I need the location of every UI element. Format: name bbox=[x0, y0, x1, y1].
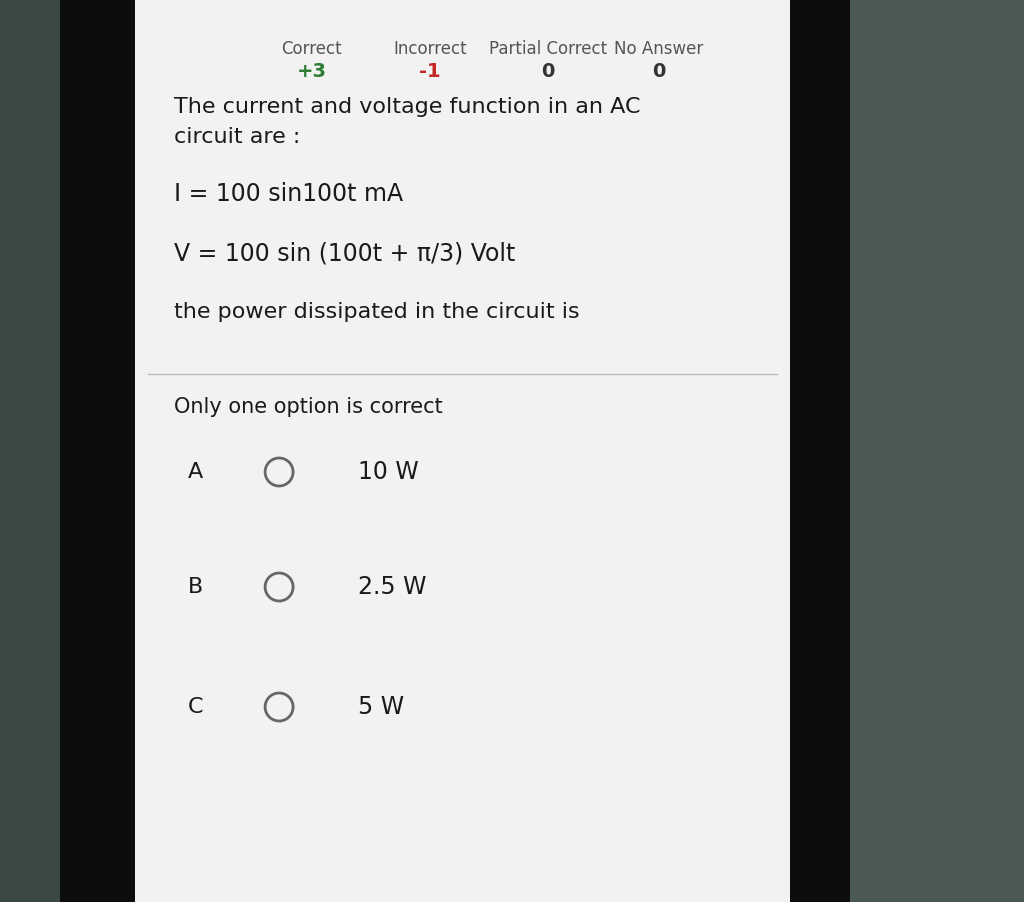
Bar bbox=[135, 0, 790, 902]
Text: 10 W: 10 W bbox=[357, 460, 419, 484]
Bar bbox=[790, 0, 850, 902]
Text: circuit are :: circuit are : bbox=[174, 127, 301, 147]
Text: B: B bbox=[187, 577, 203, 597]
Text: +3: +3 bbox=[297, 62, 327, 81]
Text: 0: 0 bbox=[652, 62, 666, 81]
Text: Incorrect: Incorrect bbox=[393, 40, 467, 58]
Text: 2.5 W: 2.5 W bbox=[357, 575, 426, 599]
Text: the power dissipated in the circuit is: the power dissipated in the circuit is bbox=[174, 302, 580, 322]
Text: C: C bbox=[187, 697, 203, 717]
Text: V = 100 sin (100t + π/3) Volt: V = 100 sin (100t + π/3) Volt bbox=[174, 242, 516, 266]
Text: Correct: Correct bbox=[282, 40, 342, 58]
Text: A: A bbox=[187, 462, 203, 482]
Text: No Answer: No Answer bbox=[614, 40, 703, 58]
Polygon shape bbox=[820, 0, 1024, 902]
Text: -1: -1 bbox=[419, 62, 440, 81]
Text: 5 W: 5 W bbox=[357, 695, 403, 719]
Text: Partial Correct: Partial Correct bbox=[488, 40, 606, 58]
Text: 0: 0 bbox=[541, 62, 554, 81]
Text: I = 100 sin100t mA: I = 100 sin100t mA bbox=[174, 182, 403, 206]
Text: Only one option is correct: Only one option is correct bbox=[174, 397, 443, 417]
Text: The current and voltage function in an AC: The current and voltage function in an A… bbox=[174, 97, 641, 117]
Bar bbox=[60, 0, 135, 902]
